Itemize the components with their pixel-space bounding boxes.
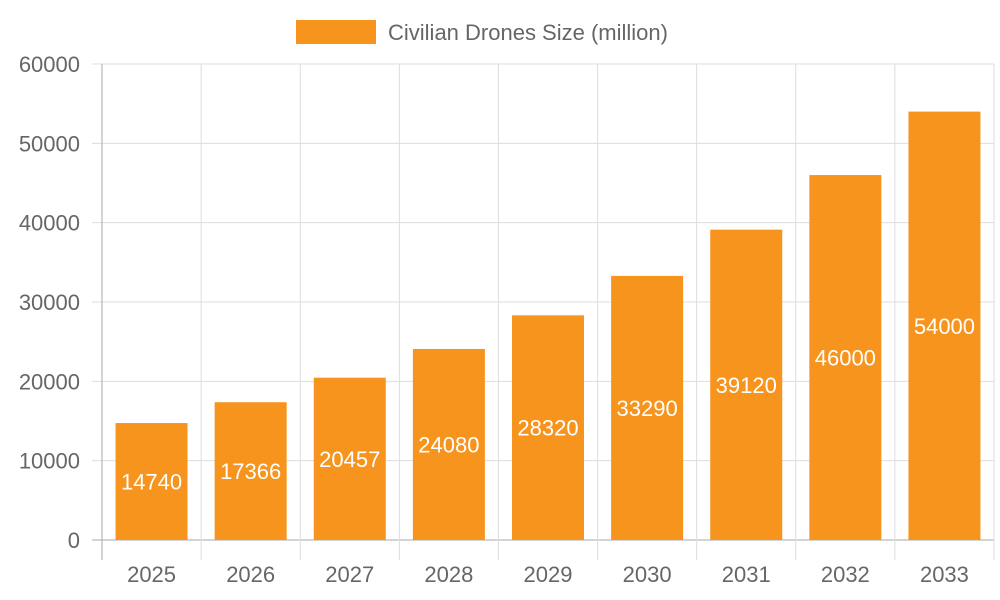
x-tick-label: 2028 [424, 562, 473, 587]
data-label-2027: 20457 [319, 447, 380, 472]
axes: 0 10000 20000 30000 40000 50000 60000 2025 2026 2… [19, 52, 969, 587]
data-label-2031: 39120 [716, 373, 777, 398]
x-tick-label: 2029 [524, 562, 573, 587]
legend[interactable]: Civilian Drones Size (million) [296, 20, 668, 45]
bar-2033 [908, 111, 981, 540]
bar-2025 [115, 423, 188, 540]
bar-2030 [611, 275, 684, 540]
x-tick-label: 2026 [226, 562, 275, 587]
bar-2029 [512, 315, 584, 540]
x-tick-label: 2025 [127, 562, 176, 587]
data-label-2025: 14740 [121, 470, 182, 495]
data-label-2028: 24080 [418, 432, 479, 457]
y-tick-label: 30000 [19, 290, 80, 315]
x-tick-label: 2031 [722, 562, 771, 587]
legend-swatch [296, 20, 376, 44]
data-label-2026: 17366 [220, 459, 281, 484]
legend-label: Civilian Drones Size (million) [388, 20, 668, 45]
y-tick-label: 0 [68, 528, 80, 553]
grid [92, 63, 995, 560]
y-tick-label: 60000 [19, 52, 80, 77]
y-tick-label: 50000 [19, 131, 80, 156]
bar-2026 [214, 402, 287, 540]
y-tick-label: 20000 [19, 369, 80, 394]
data-label-2030: 33290 [617, 396, 678, 421]
bars: 14740 17366 20457 24080 28320 33290 39120 46000… [115, 111, 981, 541]
x-tick-label: 2027 [325, 562, 374, 587]
x-tick-label: 2033 [920, 562, 969, 587]
bar-2032 [809, 175, 882, 541]
bar-2027 [313, 377, 386, 540]
x-tick-label: 2032 [821, 562, 870, 587]
data-label-2032: 46000 [815, 346, 876, 371]
data-label-2033: 54000 [914, 314, 975, 339]
y-tick-label: 40000 [19, 211, 80, 236]
bar-2028 [412, 348, 485, 540]
bar-2031 [710, 229, 783, 540]
y-tick-label: 10000 [19, 449, 80, 474]
data-label-2029: 28320 [517, 416, 578, 441]
x-tick-label: 2030 [623, 562, 672, 587]
